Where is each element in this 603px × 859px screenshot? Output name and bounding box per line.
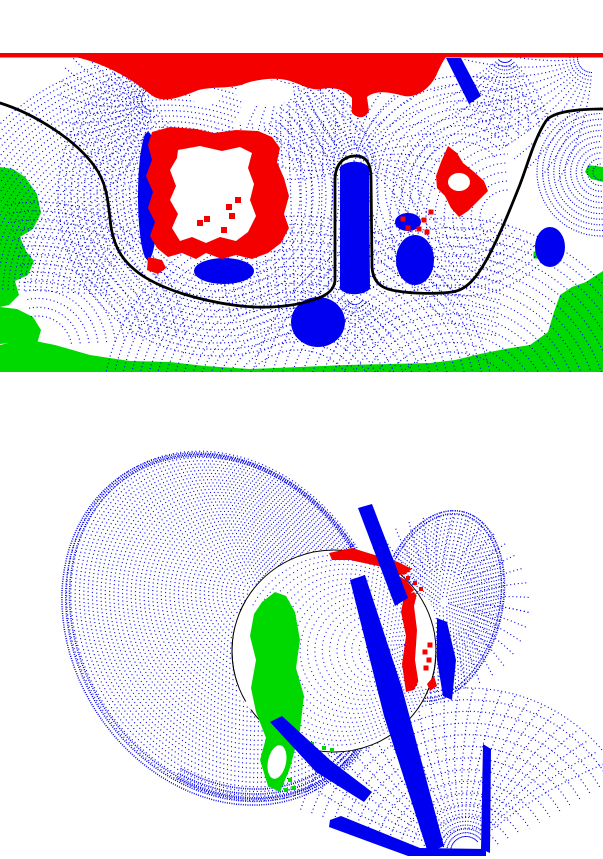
flux-surface-3d-panel [61,450,603,856]
synoptic-map-panel [0,53,603,372]
